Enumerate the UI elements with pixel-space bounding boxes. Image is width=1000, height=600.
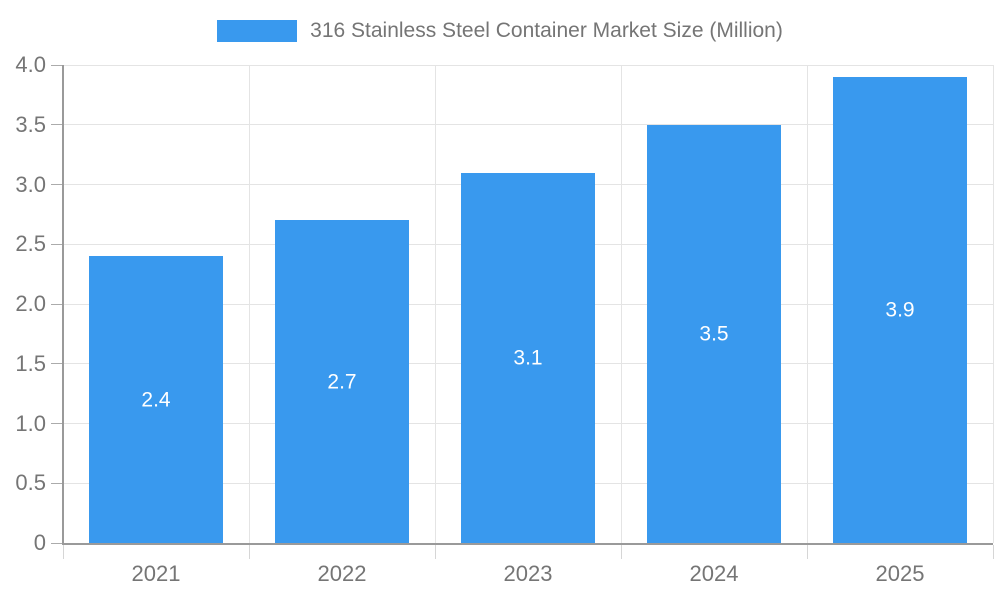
y-axis-label: 2.5 [15, 231, 46, 257]
y-axis-label: 4.0 [15, 52, 46, 77]
y-axis-tick [51, 64, 63, 66]
x-gridline [806, 65, 808, 543]
bar-value-label: 3.1 [513, 346, 543, 370]
bar-value-label: 2.4 [141, 388, 171, 412]
y-axis-tick [51, 482, 63, 484]
x-axis-tick [992, 545, 994, 559]
y-axis-tick [51, 423, 63, 424]
y-axis-label: 1.5 [15, 350, 46, 376]
x-gridline [620, 65, 622, 543]
y-gridline [63, 64, 993, 66]
bar-2022[interactable] [275, 220, 409, 543]
legend-swatch [217, 20, 298, 42]
y-axis-label: 3.5 [15, 111, 46, 137]
x-axis-label: 2024 [689, 561, 739, 586]
bar-value-label: 3.5 [699, 322, 729, 346]
y-axis-label: 3.0 [15, 171, 46, 197]
y-axis-tick [51, 124, 63, 126]
y-axis-tick [51, 542, 63, 544]
y-axis-tick [51, 243, 63, 245]
y-axis-label: 2.0 [15, 291, 46, 316]
x-gridline [248, 65, 250, 543]
y-axis-label: 0 [33, 530, 46, 555]
bar-2023[interactable] [461, 173, 595, 543]
y-axis-label: 1.0 [15, 410, 46, 436]
bar-value-label: 2.7 [327, 370, 357, 394]
x-gridline [434, 65, 436, 543]
y-axis-label: 0.5 [15, 470, 46, 496]
y-axis-tick [51, 363, 63, 365]
legend-label: 316 Stainless Steel Container Market Siz… [310, 19, 783, 42]
x-gridline [992, 65, 994, 543]
bar-2024[interactable] [647, 125, 781, 543]
x-axis-tick [434, 545, 436, 559]
y-axis-line [62, 65, 64, 545]
x-axis-line [62, 543, 993, 545]
bar-2025[interactable] [833, 77, 967, 543]
x-axis-label: 2022 [317, 561, 367, 586]
x-axis-label: 2023 [503, 561, 553, 586]
y-axis-tick [51, 303, 63, 305]
x-axis-tick [62, 545, 64, 559]
x-axis-label: 2025 [875, 561, 925, 586]
x-axis-label: 2021 [131, 561, 181, 586]
x-axis-tick [806, 545, 808, 559]
y-axis-tick [51, 184, 63, 185]
bar-value-label: 3.9 [885, 298, 915, 322]
x-axis-tick [248, 545, 250, 559]
legend[interactable]: 316 Stainless Steel Container Market Siz… [0, 17, 1000, 45]
x-axis-tick [620, 545, 622, 559]
bar-2021[interactable] [89, 256, 223, 543]
